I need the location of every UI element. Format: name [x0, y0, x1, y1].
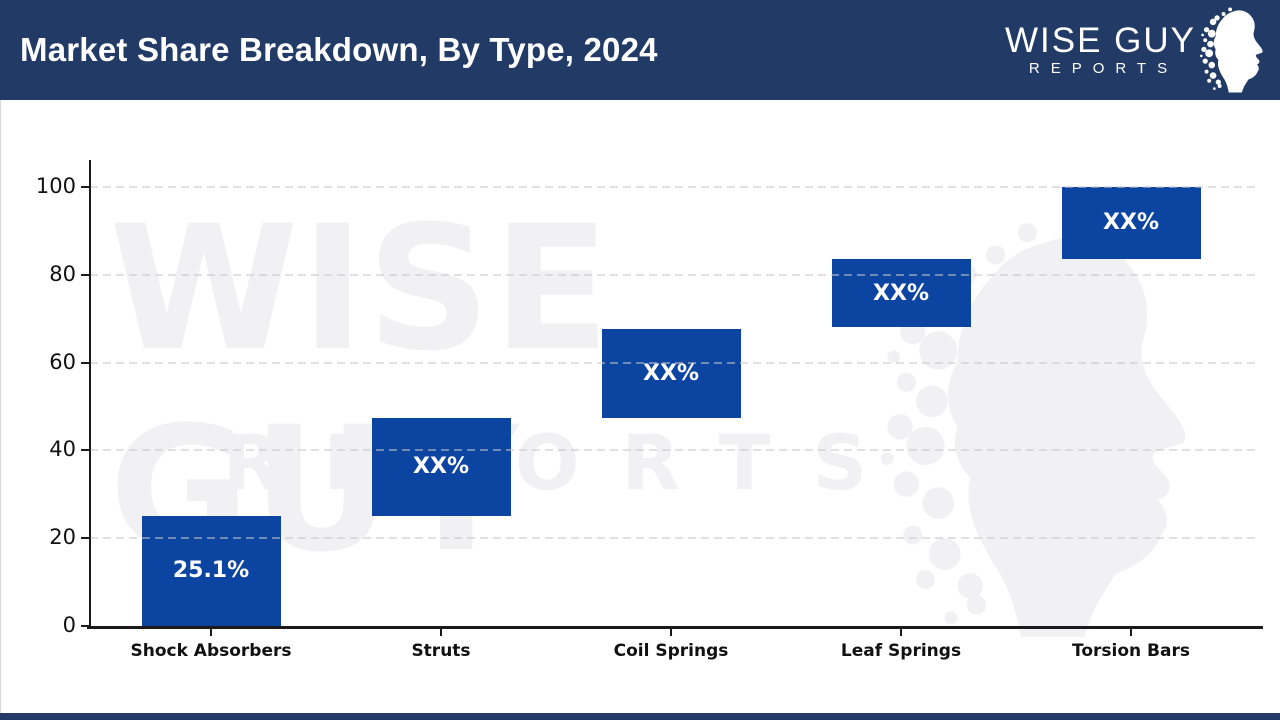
brand-logo-text: WISE GUY REPORTS	[1005, 23, 1196, 77]
x-category-label: Shock Absorbers	[130, 641, 292, 661]
bar-value-label: XX%	[873, 280, 929, 306]
bar-value-label: 25.1%	[172, 558, 250, 584]
gridline-100	[90, 186, 1259, 188]
x-tick-mark-2	[670, 628, 672, 636]
y-tick-mark-20	[81, 537, 89, 540]
brand-logo: WISE GUY REPORTS	[1005, 0, 1272, 100]
bar-value-label: XX%	[413, 454, 469, 480]
x-tick-mark-3	[900, 628, 902, 636]
x-category-label: Coil Springs	[613, 641, 729, 661]
y-tick-mark-60	[81, 361, 89, 364]
x-category-label: Struts	[411, 641, 471, 661]
gridline-60	[90, 361, 1259, 364]
x-tick-mark-0	[210, 628, 212, 636]
x-category-label: Torsion Bars	[1072, 641, 1190, 661]
bar-shock-absorbers: 25.1%	[141, 515, 281, 626]
y-tick-label-80: 80	[49, 261, 76, 286]
y-tick-label-20: 20	[49, 525, 76, 550]
x-category-label: Leaf Springs	[840, 641, 962, 661]
x-tick-mark-1	[440, 628, 442, 636]
gridline-40	[90, 449, 1259, 452]
x-tick-mark-4	[1130, 628, 1132, 636]
brand-logo-line2: REPORTS	[1028, 60, 1179, 77]
y-tick-label-0: 0	[62, 613, 76, 637]
y-tick-mark-80	[81, 273, 89, 276]
y-tick-mark-40	[81, 449, 89, 452]
gridline-20	[90, 537, 1259, 540]
y-tick-label-100: 100	[35, 174, 76, 198]
footer-bar	[0, 713, 1280, 720]
y-axis-line	[89, 160, 91, 628]
bar-torsion-bars: XX%	[1061, 187, 1201, 259]
gridline-80	[90, 273, 1259, 276]
bar-value-label: XX%	[643, 360, 699, 386]
x-axis-line	[87, 626, 1263, 629]
bar-leaf-springs: XX%	[831, 258, 971, 328]
header-bar: Market Share Breakdown, By Type, 2024 WI…	[0, 0, 1280, 100]
y-tick-mark-0	[81, 625, 89, 627]
bar-value-label: XX%	[1103, 210, 1159, 236]
page-title: Market Share Breakdown, By Type, 2024	[20, 31, 658, 68]
brand-logo-line1: WISE GUY	[1004, 21, 1196, 60]
bar-struts: XX%	[371, 417, 511, 516]
bar-coil-springs: XX%	[601, 328, 741, 418]
y-tick-label-40: 40	[49, 437, 76, 462]
brand-head-icon	[1200, 7, 1263, 93]
chart-area: WISE GUY REPORTS 0 20 40 60 80 100 25.1% Shock …	[0, 100, 1280, 713]
y-tick-label-60: 60	[49, 349, 76, 374]
watermark-line2: REPORTS	[222, 418, 910, 507]
y-tick-mark-100	[81, 186, 89, 188]
